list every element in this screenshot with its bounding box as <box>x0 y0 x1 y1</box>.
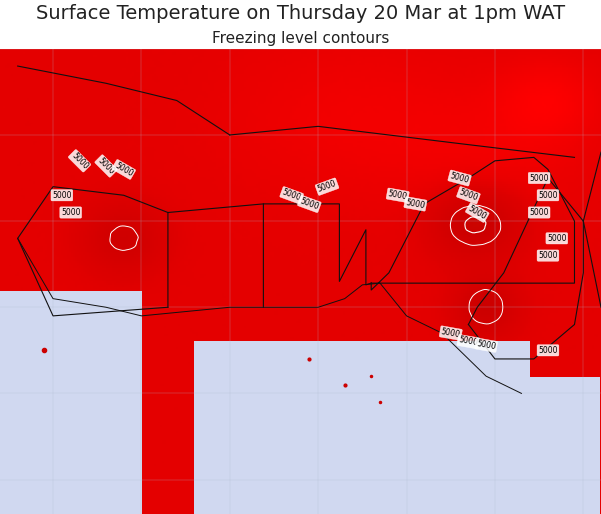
Text: Freezing level contours: Freezing level contours <box>212 31 389 46</box>
Text: 5000: 5000 <box>466 204 488 221</box>
Text: 5000: 5000 <box>458 336 479 348</box>
Text: 5000: 5000 <box>458 188 479 203</box>
Text: 5000: 5000 <box>113 161 135 178</box>
Text: 5000: 5000 <box>405 198 426 210</box>
Text: 5000: 5000 <box>316 179 338 194</box>
Text: 5000: 5000 <box>476 339 496 351</box>
Text: 5000: 5000 <box>61 208 81 217</box>
Text: 5000: 5000 <box>538 191 558 200</box>
Text: 5000: 5000 <box>281 188 302 203</box>
Text: 5000: 5000 <box>529 174 549 182</box>
Text: 5000: 5000 <box>538 346 558 355</box>
Text: 5000: 5000 <box>547 234 567 243</box>
Text: 5000: 5000 <box>96 156 116 176</box>
Text: 5000: 5000 <box>387 189 408 201</box>
Text: 5000: 5000 <box>538 251 558 260</box>
Text: Surface Temperature on Thursday 20 Mar at 1pm WAT: Surface Temperature on Thursday 20 Mar a… <box>36 4 565 23</box>
Text: 5000: 5000 <box>529 208 549 217</box>
Text: 5000: 5000 <box>299 196 320 211</box>
Text: 5000: 5000 <box>52 191 72 200</box>
Text: 5000: 5000 <box>441 327 461 339</box>
Text: 5000: 5000 <box>70 151 90 171</box>
Text: 5000: 5000 <box>449 171 470 185</box>
